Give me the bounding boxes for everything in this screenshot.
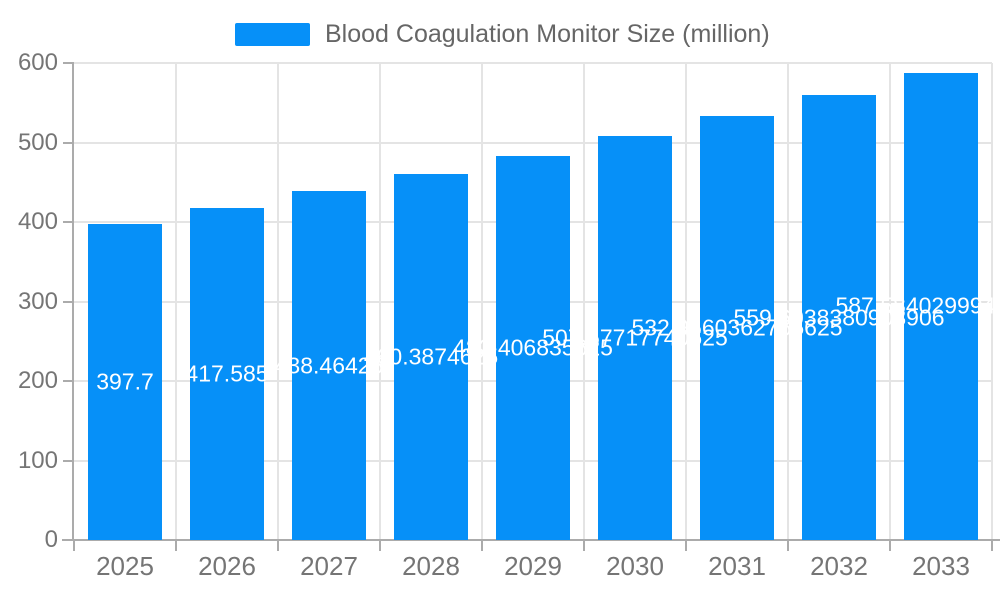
bar-value-label: 532.9560362765625 bbox=[631, 314, 843, 341]
gridline-vertical bbox=[175, 63, 177, 540]
y-axis-tick-label: 200 bbox=[17, 367, 58, 394]
gridline-vertical bbox=[277, 63, 279, 540]
x-axis-tick bbox=[787, 540, 789, 551]
x-axis-tick bbox=[73, 540, 75, 551]
y-axis-tick-label: 400 bbox=[17, 208, 58, 235]
bar-2025[interactable] bbox=[88, 223, 162, 540]
x-axis-tick-label: 2031 bbox=[708, 551, 766, 581]
legend-label: Blood Coagulation Monitor Size (million) bbox=[325, 20, 770, 48]
x-axis-tick-label: 2028 bbox=[402, 551, 460, 581]
x-axis-line bbox=[62, 539, 1000, 541]
gridline-vertical bbox=[991, 63, 993, 540]
bar-2030[interactable] bbox=[598, 136, 672, 540]
gridline-vertical bbox=[481, 63, 483, 540]
bar-2028[interactable] bbox=[394, 173, 468, 540]
bar-value-label: 507.57717740625 bbox=[542, 324, 728, 351]
bar-value-label: 438.46425 bbox=[274, 352, 384, 379]
y-axis-tick bbox=[63, 141, 74, 144]
x-axis-tick bbox=[889, 540, 891, 551]
x-axis-tick-label: 2033 bbox=[912, 551, 970, 581]
gridline-horizontal bbox=[74, 62, 992, 64]
gridline-vertical bbox=[787, 63, 789, 540]
x-axis-tick-label: 2026 bbox=[198, 551, 256, 581]
bar-2027[interactable] bbox=[292, 191, 366, 540]
bar-value-label: 587.5840299949102 bbox=[835, 292, 1000, 319]
bar-value-label: 460.3874625 bbox=[363, 343, 499, 370]
gridline-vertical bbox=[685, 63, 687, 540]
x-axis-tick-label: 2032 bbox=[810, 551, 868, 581]
y-axis-tick-label: 300 bbox=[17, 287, 58, 315]
y-axis-tick bbox=[63, 380, 74, 382]
y-axis-tick-label: 0 bbox=[44, 526, 58, 553]
x-axis-tick bbox=[583, 540, 585, 551]
gridline-horizontal bbox=[74, 141, 992, 144]
bar-value-label: 559.6038380903906 bbox=[733, 304, 945, 331]
bar-value-label: 397.7 bbox=[96, 368, 154, 395]
legend-item[interactable]: Blood Coagulation Monitor Size (million) bbox=[235, 20, 770, 49]
bar-2029[interactable] bbox=[496, 155, 570, 540]
x-axis-tick bbox=[991, 540, 993, 551]
bar-value-label: 483.406835625 bbox=[453, 334, 613, 361]
x-axis-tick-label: 2027 bbox=[300, 551, 358, 581]
bar-2033[interactable] bbox=[904, 72, 978, 540]
y-axis-tick-label: 500 bbox=[17, 128, 58, 156]
y-axis-tick bbox=[63, 459, 74, 462]
gridline-vertical bbox=[379, 63, 381, 540]
x-axis-tick-label: 2029 bbox=[504, 551, 562, 581]
x-axis-tick bbox=[685, 540, 687, 551]
x-axis-tick bbox=[175, 540, 177, 551]
y-axis-tick bbox=[63, 300, 74, 303]
y-axis-tick bbox=[63, 539, 74, 541]
y-axis-tick-label: 100 bbox=[17, 446, 58, 474]
x-axis-tick-label: 2030 bbox=[606, 551, 664, 581]
gridline-vertical bbox=[583, 63, 585, 540]
x-axis-tick-label: 2025 bbox=[96, 551, 154, 581]
y-axis-tick bbox=[63, 62, 74, 64]
bar-value-label: 417.585 bbox=[185, 360, 269, 387]
x-axis-tick bbox=[277, 540, 279, 551]
bar-2026[interactable] bbox=[190, 208, 264, 540]
legend-swatch-icon bbox=[235, 23, 310, 46]
gridline-vertical bbox=[889, 63, 891, 540]
y-axis-tick bbox=[63, 221, 74, 223]
bar-2032[interactable] bbox=[802, 95, 876, 540]
bar-2031[interactable] bbox=[700, 116, 774, 540]
x-axis-tick bbox=[481, 540, 483, 551]
y-axis-tick-label: 600 bbox=[17, 49, 58, 76]
x-axis-tick bbox=[379, 540, 381, 551]
